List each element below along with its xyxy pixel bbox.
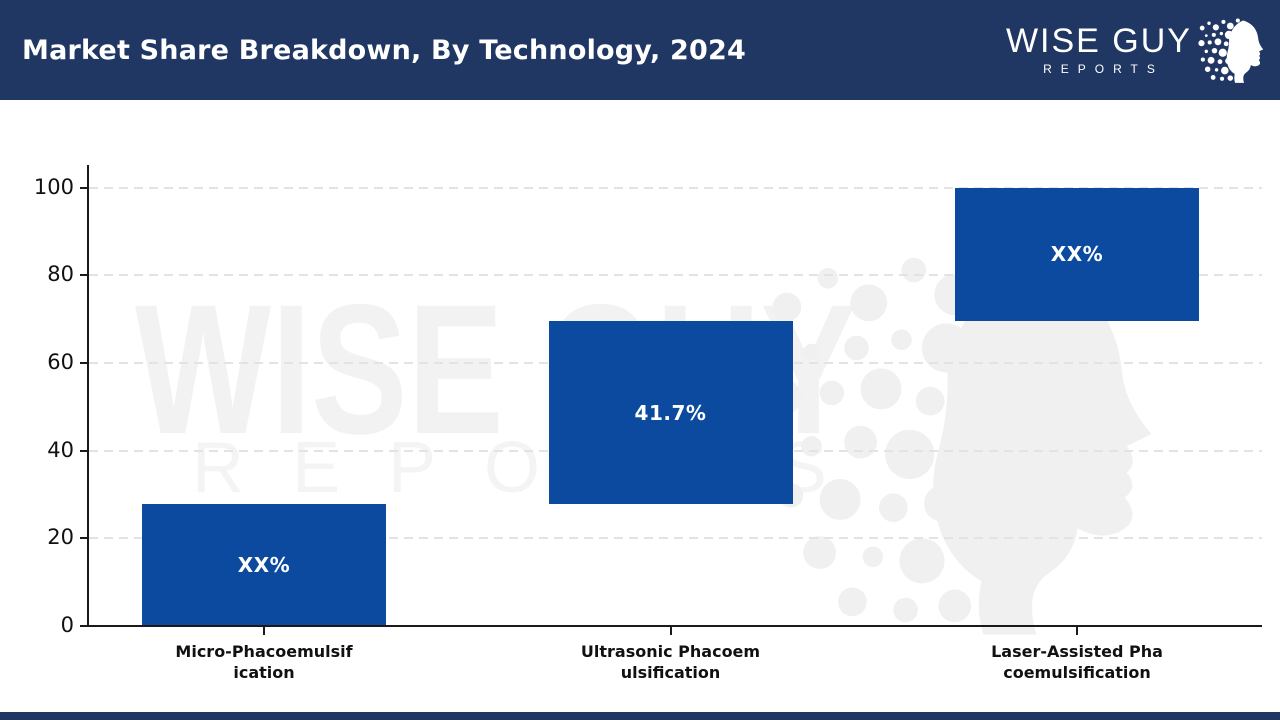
y-axis-line bbox=[87, 165, 89, 627]
logo-brand-name: WISE GUY bbox=[1005, 22, 1192, 60]
y-axis-tick bbox=[80, 625, 88, 627]
bar-value-label: XX% bbox=[237, 553, 291, 578]
bar-value-label: XX% bbox=[1050, 242, 1104, 267]
logo-brand-subtitle: REPORTS bbox=[1043, 62, 1164, 76]
y-tick-label: 20 bbox=[47, 525, 74, 550]
y-gridline bbox=[89, 186, 1262, 189]
page-title: Market Share Breakdown, By Technology, 2… bbox=[22, 34, 747, 66]
logo-text: WISE GUY REPORTS bbox=[1006, 24, 1192, 76]
x-axis-line bbox=[87, 625, 1262, 627]
y-tick-label: 60 bbox=[47, 349, 74, 374]
y-tick-label: 0 bbox=[60, 613, 74, 637]
wise-guy-reports-logo: WISE GUY REPORTS bbox=[1006, 9, 1280, 91]
y-tick-label: 100 bbox=[33, 174, 74, 199]
x-category-label: Ultrasonic Phacoem ulsification bbox=[580, 642, 761, 682]
x-axis-tick bbox=[669, 627, 672, 635]
y-axis-tick bbox=[80, 361, 88, 364]
y-axis-tick bbox=[80, 537, 88, 540]
x-category-label: Micro-Phacoemulsif ication bbox=[175, 642, 353, 682]
y-gridline bbox=[89, 537, 1262, 540]
x-category-label: Laser-Assisted Pha coemulsification bbox=[991, 642, 1163, 682]
bar-value-label: 41.7% bbox=[634, 400, 707, 425]
y-axis-tick bbox=[80, 186, 88, 189]
bar-segment: XX% bbox=[142, 504, 386, 626]
dotted-face-profile-icon bbox=[1198, 18, 1264, 83]
footer-bar bbox=[0, 712, 1280, 720]
header-bar: Market Share Breakdown, By Technology, 2… bbox=[0, 0, 1280, 100]
x-axis-tick bbox=[263, 627, 265, 635]
x-axis-tick bbox=[1076, 627, 1078, 635]
y-gridline bbox=[89, 274, 1262, 277]
y-tick-label: 40 bbox=[47, 437, 74, 462]
bar-segment: 41.7% bbox=[548, 321, 793, 505]
y-tick-label: 80 bbox=[47, 262, 74, 287]
y-axis-tick bbox=[80, 274, 88, 277]
bar-segment: XX% bbox=[955, 187, 1199, 322]
y-axis-tick bbox=[80, 449, 88, 452]
